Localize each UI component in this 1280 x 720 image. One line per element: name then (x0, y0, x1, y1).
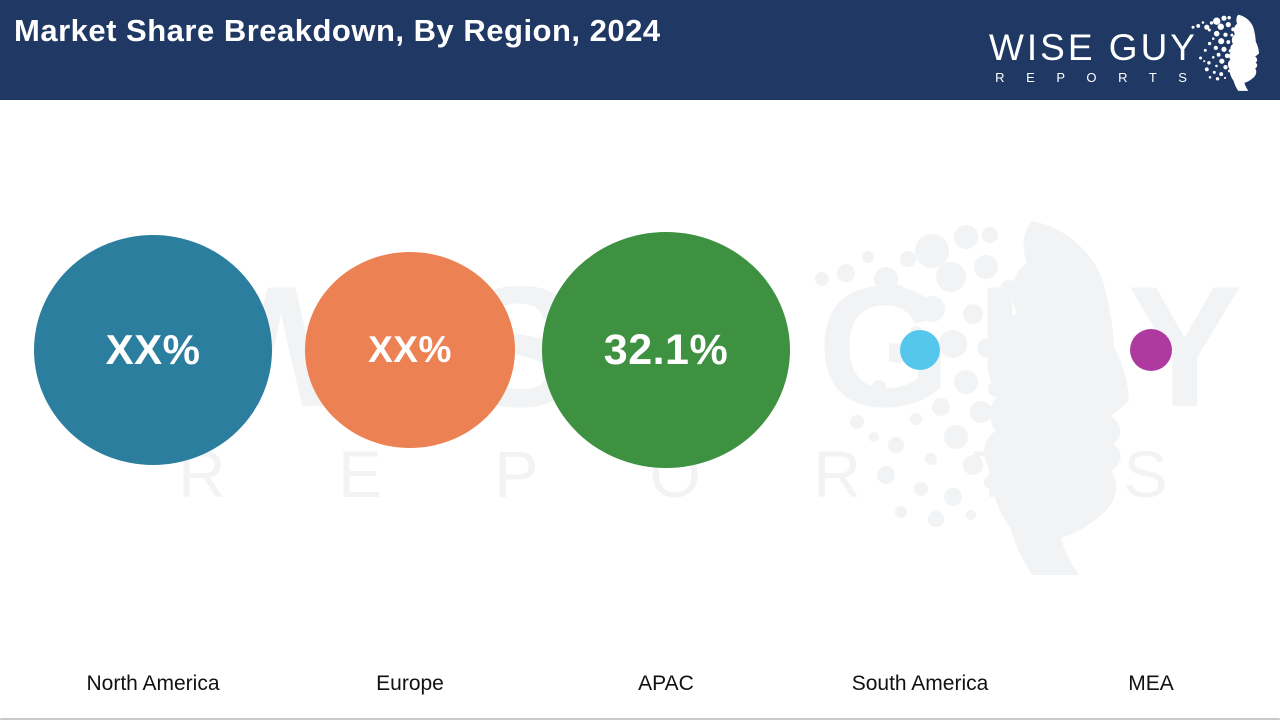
watermark-face-icon (780, 195, 1180, 575)
logo-wordmark: WISE GUY (988, 27, 1198, 68)
header: Market Share Breakdown, By Region, 2024 … (0, 0, 1280, 100)
bubble-value-north-america: XX% (105, 326, 201, 373)
bubble-value-apac: 32.1% (603, 325, 729, 374)
region-label-south-america: South America (851, 672, 989, 695)
region-label-europe: Europe (376, 672, 444, 695)
bubble-mea (1130, 329, 1172, 371)
page-title: Market Share Breakdown, By Region, 2024 (14, 13, 661, 48)
logo-subtitle: R E P O R T S (995, 70, 1196, 85)
region-label-apac: APAC (638, 672, 694, 695)
bubble-north-america: XX% (34, 235, 272, 465)
region-label-mea: MEA (1128, 672, 1174, 695)
bubble-value-europe: XX% (368, 329, 452, 370)
bubble-europe: XX% (305, 252, 515, 448)
bubble-south-america (900, 330, 940, 370)
region-label-north-america: North America (86, 672, 220, 695)
bubble-apac: 32.1% (542, 232, 790, 468)
bubble-chart: WISE GUY R E P O R T S XX%XX%32.1% North… (0, 100, 1280, 718)
wiseguy-logo: WISE GUY R E P O R T S (989, 8, 1270, 92)
wiseguy-logo-text: WISE GUY R E P O R T S (989, 29, 1198, 85)
